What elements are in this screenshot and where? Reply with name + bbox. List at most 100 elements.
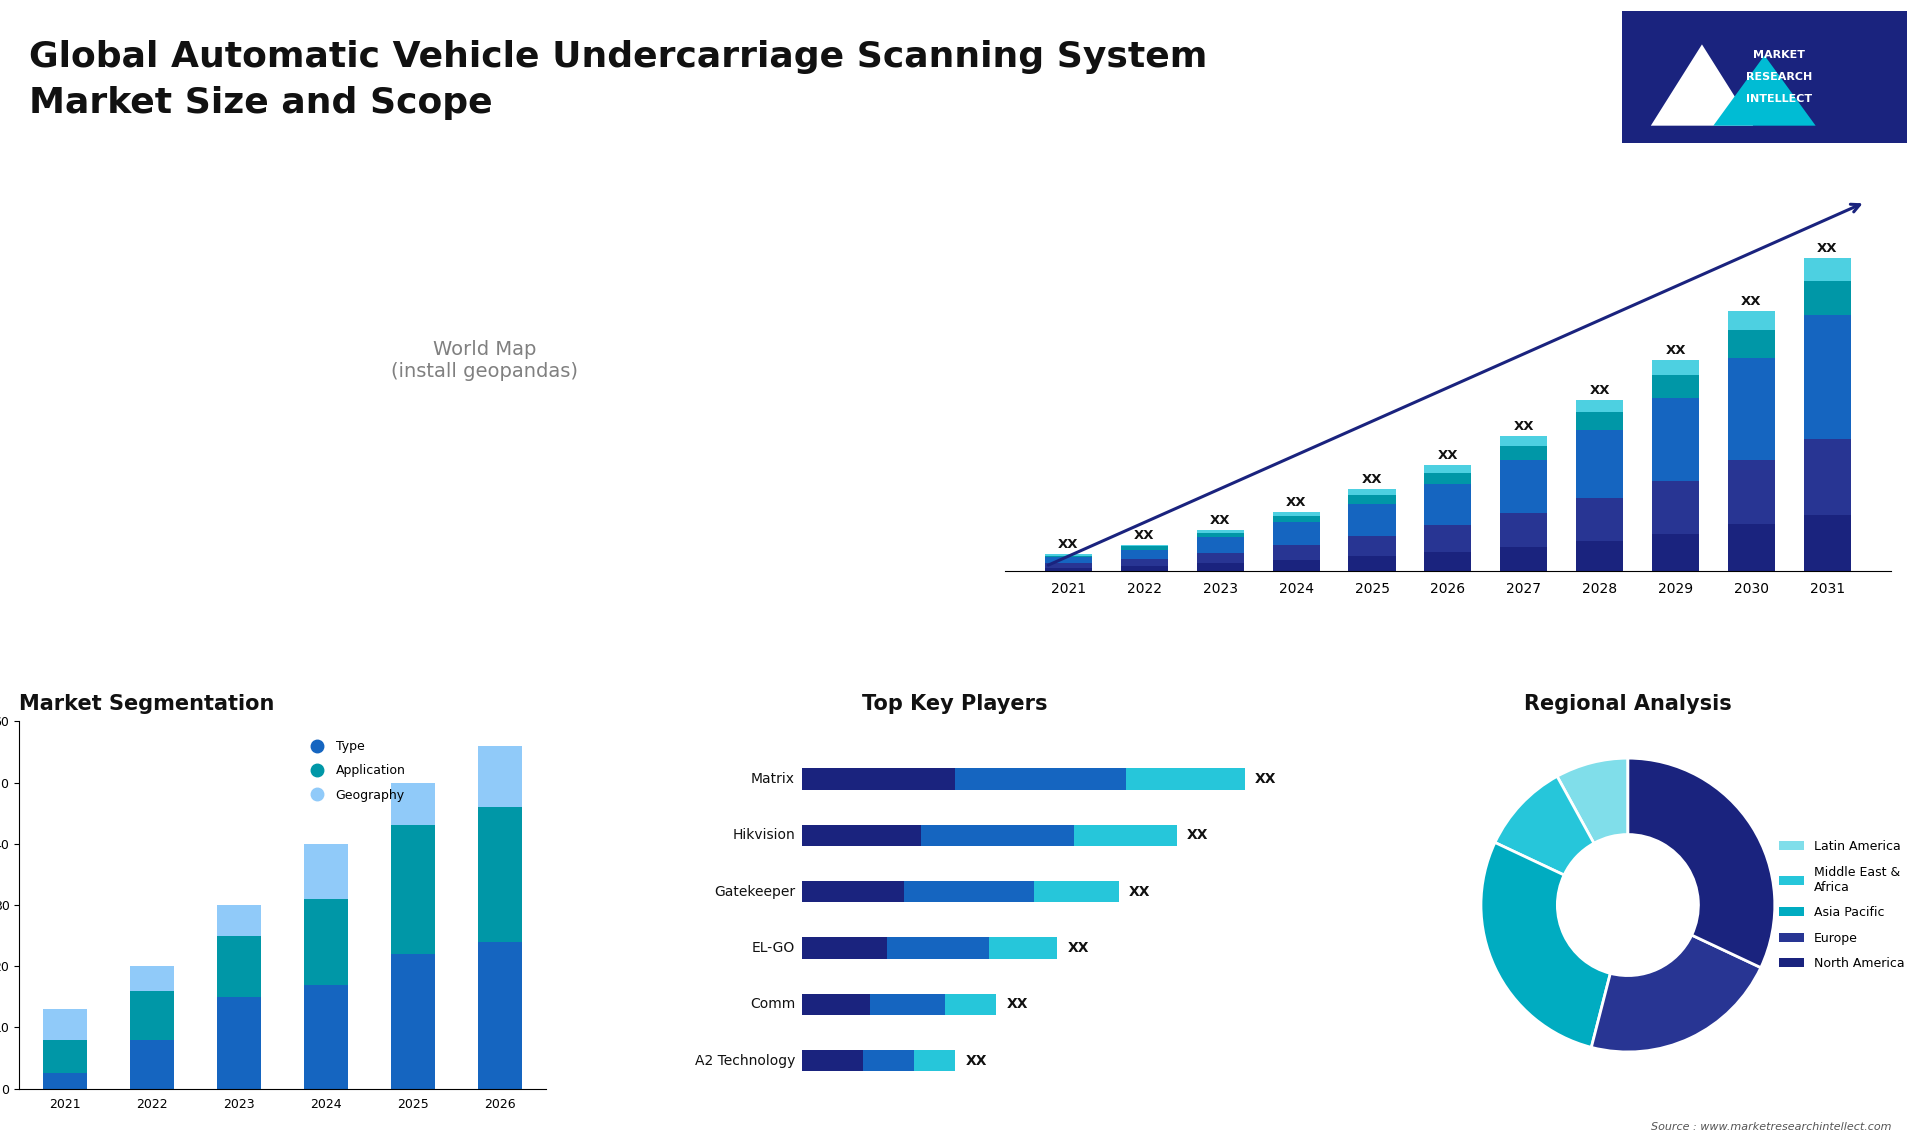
Bar [217, 905, 261, 935]
Bar [1196, 537, 1244, 552]
Bar [1425, 472, 1471, 484]
Bar [131, 1039, 173, 1089]
Bar [1348, 503, 1396, 535]
Bar [1348, 495, 1396, 503]
Bar [392, 825, 434, 953]
Bar [1425, 465, 1471, 472]
Legend: Type, Application, Geography: Type, Application, Geography [300, 735, 411, 807]
Bar [1651, 534, 1699, 572]
Bar [1273, 512, 1319, 516]
Text: Source : www.marketresearchintellect.com: Source : www.marketresearchintellect.com [1651, 1122, 1891, 1132]
Bar [1121, 566, 1167, 572]
Bar [1273, 523, 1319, 545]
Bar [1805, 281, 1851, 315]
Bar [1576, 541, 1622, 572]
Wedge shape [1628, 759, 1774, 967]
Bar [1500, 446, 1548, 461]
Wedge shape [1592, 935, 1761, 1052]
Bar [1728, 330, 1774, 359]
Text: XX: XX [1513, 421, 1534, 433]
Text: XX: XX [1135, 528, 1154, 542]
Bar [1500, 513, 1548, 547]
Bar [217, 935, 261, 997]
Text: XX: XX [1816, 243, 1837, 256]
Bar [392, 783, 434, 825]
Bar [1044, 557, 1092, 563]
Bar [1044, 563, 1092, 567]
Bar [1273, 560, 1319, 572]
Text: XX: XX [1286, 496, 1306, 509]
Polygon shape [1713, 55, 1816, 126]
Text: Market Segmentation: Market Segmentation [19, 694, 275, 714]
Text: World Map
(install geopandas): World Map (install geopandas) [392, 339, 578, 380]
Bar [1425, 551, 1471, 572]
Bar [1348, 535, 1396, 556]
Bar [42, 1074, 86, 1089]
Text: XX: XX [1210, 513, 1231, 527]
FancyBboxPatch shape [1620, 9, 1908, 146]
Bar [1044, 556, 1092, 557]
Bar [1576, 430, 1622, 497]
Bar [1196, 533, 1244, 537]
Wedge shape [1480, 842, 1611, 1047]
Bar [1273, 516, 1319, 523]
Bar [131, 991, 173, 1039]
Bar [1728, 312, 1774, 330]
Bar [1121, 544, 1167, 547]
Bar [303, 843, 348, 898]
Bar [478, 942, 522, 1089]
Title: Regional Analysis: Regional Analysis [1524, 694, 1732, 714]
Bar [1273, 545, 1319, 560]
Bar [1805, 515, 1851, 572]
Text: Market Size and Scope: Market Size and Scope [29, 86, 492, 120]
Text: XX: XX [1058, 539, 1079, 551]
Text: XX: XX [1741, 296, 1763, 308]
Text: MARKET: MARKET [1753, 49, 1805, 60]
Text: INTELLECT: INTELLECT [1745, 94, 1812, 103]
Bar [1121, 549, 1167, 559]
Bar [1500, 437, 1548, 446]
Bar [1121, 559, 1167, 566]
Bar [303, 898, 348, 984]
Title: Top Key Players: Top Key Players [862, 694, 1048, 714]
Bar [1196, 529, 1244, 533]
Bar [42, 1010, 86, 1039]
Bar [1728, 359, 1774, 461]
Bar [1728, 524, 1774, 572]
Bar [1576, 400, 1622, 411]
Bar [478, 807, 522, 942]
Bar [1196, 552, 1244, 563]
Bar [1576, 411, 1622, 430]
Bar [42, 1039, 86, 1074]
Bar [217, 997, 261, 1089]
Text: RESEARCH: RESEARCH [1745, 72, 1812, 81]
Wedge shape [1557, 759, 1628, 843]
Bar [1348, 556, 1396, 572]
Text: XX: XX [1438, 449, 1457, 462]
Polygon shape [1651, 45, 1753, 126]
Bar [1805, 259, 1851, 281]
Bar [478, 746, 522, 807]
Bar [303, 984, 348, 1089]
Bar [1044, 567, 1092, 572]
Bar [392, 953, 434, 1089]
Text: XX: XX [1361, 473, 1382, 486]
Bar [1651, 481, 1699, 534]
Wedge shape [1496, 776, 1594, 876]
Bar [1651, 360, 1699, 376]
Bar [1500, 547, 1548, 572]
Bar [1425, 525, 1471, 551]
Legend: Latin America, Middle East &
Africa, Asia Pacific, Europe, North America: Latin America, Middle East & Africa, Asi… [1774, 835, 1908, 975]
Bar [1425, 484, 1471, 525]
Bar [131, 966, 173, 991]
Bar [1805, 315, 1851, 439]
Text: XX: XX [1590, 384, 1611, 397]
Bar [1728, 461, 1774, 524]
Text: Global Automatic Vehicle Undercarriage Scanning System: Global Automatic Vehicle Undercarriage S… [29, 40, 1208, 74]
Bar [1121, 547, 1167, 549]
Bar [1651, 376, 1699, 398]
Bar [1805, 439, 1851, 515]
Bar [1348, 489, 1396, 495]
Bar [1651, 398, 1699, 481]
Bar [1576, 497, 1622, 541]
